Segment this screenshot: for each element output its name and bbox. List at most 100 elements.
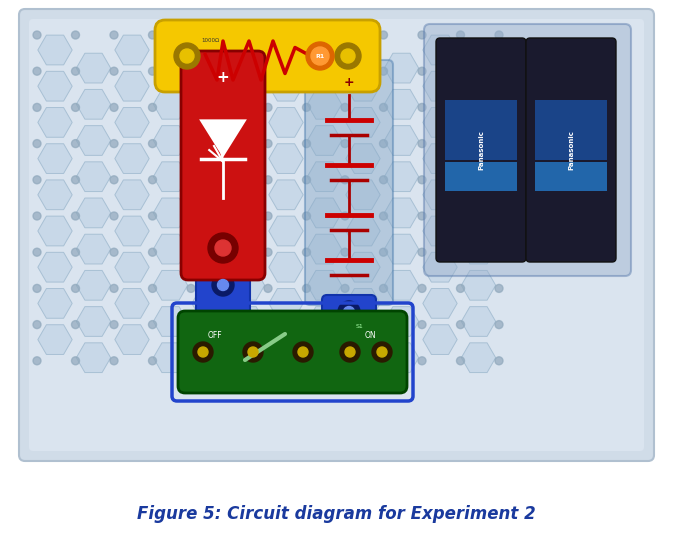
Circle shape [495, 248, 503, 256]
Circle shape [456, 104, 464, 112]
Polygon shape [153, 125, 188, 155]
Circle shape [380, 67, 388, 75]
Polygon shape [192, 325, 226, 355]
Bar [535, 100, 607, 160]
Circle shape [225, 176, 234, 184]
Circle shape [33, 248, 41, 256]
Circle shape [302, 285, 310, 293]
Polygon shape [201, 120, 245, 155]
Circle shape [341, 139, 349, 147]
Circle shape [380, 285, 388, 293]
Polygon shape [115, 72, 149, 101]
Circle shape [380, 139, 388, 147]
Circle shape [33, 320, 41, 328]
Circle shape [149, 31, 157, 39]
Circle shape [306, 42, 334, 70]
Circle shape [71, 104, 79, 112]
Polygon shape [115, 107, 149, 137]
Polygon shape [423, 288, 457, 318]
Polygon shape [269, 35, 303, 65]
Polygon shape [192, 180, 226, 210]
Circle shape [110, 31, 118, 39]
Polygon shape [230, 53, 264, 83]
Polygon shape [346, 72, 380, 101]
Circle shape [110, 248, 118, 256]
Circle shape [225, 139, 234, 147]
Polygon shape [230, 270, 264, 300]
Circle shape [311, 47, 329, 65]
Polygon shape [38, 107, 72, 137]
Circle shape [418, 285, 426, 293]
Circle shape [495, 285, 503, 293]
Circle shape [71, 139, 79, 147]
Polygon shape [461, 307, 495, 336]
Circle shape [174, 43, 200, 69]
Circle shape [302, 31, 310, 39]
Circle shape [372, 342, 392, 362]
Polygon shape [384, 270, 419, 300]
FancyBboxPatch shape [178, 311, 407, 393]
Circle shape [345, 347, 355, 357]
Polygon shape [384, 125, 419, 155]
Circle shape [71, 248, 79, 256]
Polygon shape [192, 107, 226, 137]
Circle shape [456, 212, 464, 220]
Circle shape [418, 31, 426, 39]
Circle shape [71, 176, 79, 184]
Circle shape [193, 342, 213, 362]
Circle shape [212, 335, 234, 357]
Circle shape [341, 31, 349, 39]
Bar [445, 100, 517, 160]
Circle shape [264, 139, 272, 147]
FancyBboxPatch shape [19, 9, 654, 461]
Polygon shape [308, 162, 342, 192]
Polygon shape [153, 343, 188, 373]
Circle shape [212, 274, 234, 296]
Polygon shape [384, 234, 419, 264]
Polygon shape [38, 325, 72, 355]
Circle shape [343, 307, 355, 318]
Circle shape [180, 49, 194, 63]
Circle shape [341, 176, 349, 184]
Circle shape [149, 212, 157, 220]
Circle shape [341, 248, 349, 256]
FancyBboxPatch shape [322, 295, 376, 380]
Circle shape [110, 67, 118, 75]
Circle shape [225, 67, 234, 75]
Circle shape [380, 248, 388, 256]
Polygon shape [153, 234, 188, 264]
Polygon shape [230, 198, 264, 228]
Circle shape [71, 320, 79, 328]
Text: Z2: Z2 [332, 340, 342, 345]
Polygon shape [346, 107, 380, 137]
FancyBboxPatch shape [155, 20, 380, 92]
Polygon shape [384, 343, 419, 373]
Circle shape [302, 104, 310, 112]
FancyBboxPatch shape [29, 19, 644, 451]
Text: OFF: OFF [208, 332, 222, 341]
FancyBboxPatch shape [305, 60, 393, 305]
Polygon shape [423, 253, 457, 282]
Polygon shape [346, 253, 380, 282]
Circle shape [187, 320, 195, 328]
Circle shape [293, 342, 313, 362]
Circle shape [33, 139, 41, 147]
Circle shape [418, 67, 426, 75]
Circle shape [225, 104, 234, 112]
Polygon shape [153, 270, 188, 300]
Circle shape [225, 248, 234, 256]
Polygon shape [115, 288, 149, 318]
Circle shape [341, 67, 349, 75]
Circle shape [380, 31, 388, 39]
Bar [445, 162, 517, 191]
Polygon shape [269, 216, 303, 246]
Polygon shape [192, 253, 226, 282]
FancyBboxPatch shape [181, 51, 265, 280]
Circle shape [71, 285, 79, 293]
Circle shape [340, 342, 360, 362]
Polygon shape [346, 325, 380, 355]
Circle shape [243, 342, 263, 362]
Polygon shape [423, 35, 457, 65]
Circle shape [456, 31, 464, 39]
Text: 1000Ω: 1000Ω [201, 37, 219, 43]
